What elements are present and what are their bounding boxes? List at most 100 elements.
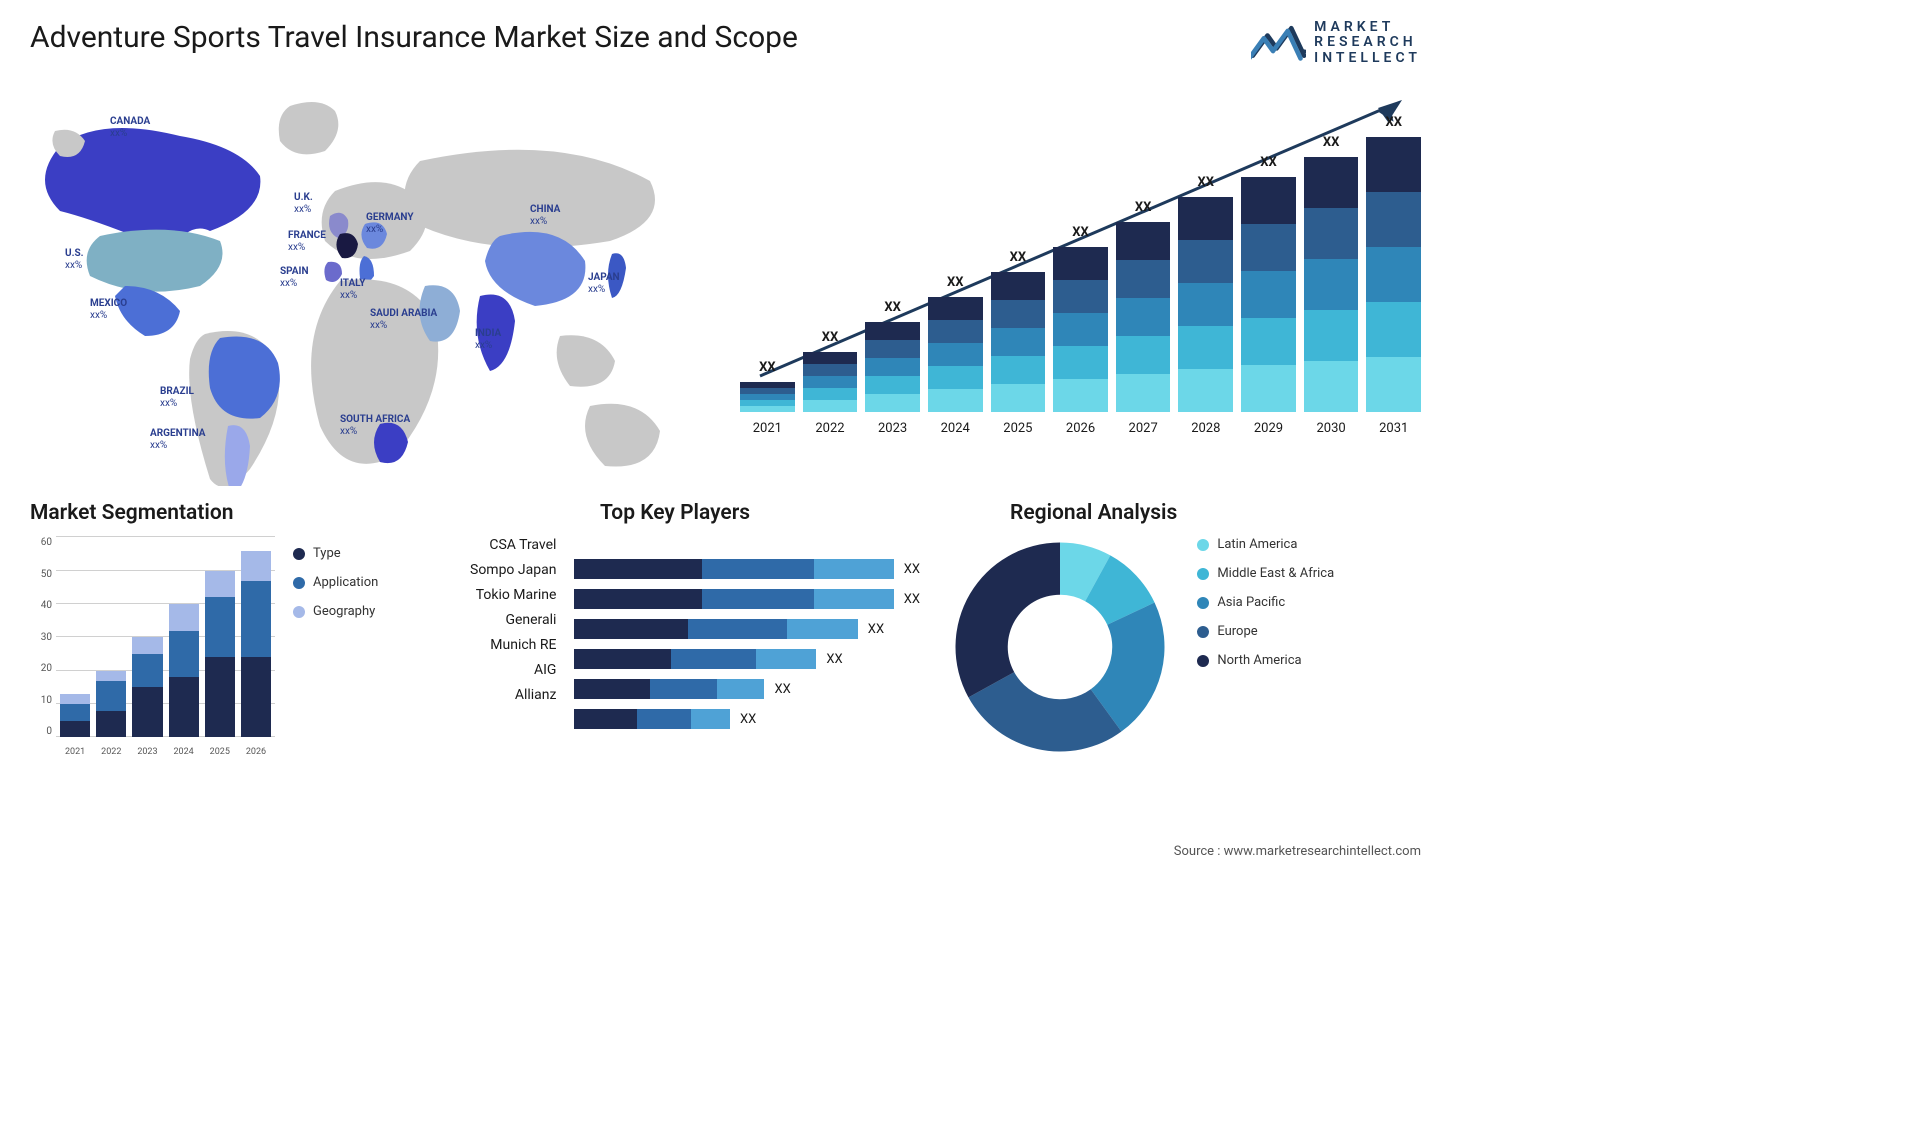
logo-mark-icon xyxy=(1251,21,1306,65)
logo-line: MARKET xyxy=(1314,20,1421,35)
map-label: GERMANYxx% xyxy=(366,212,414,236)
forecast-bar-label: XX xyxy=(1053,225,1108,240)
map-label: INDIAxx% xyxy=(475,328,501,352)
forecast-bar: XX xyxy=(1178,197,1233,412)
segmentation-bar xyxy=(60,694,90,737)
forecast-bar-label: XX xyxy=(1178,175,1233,190)
bottom-row: Market Segmentation 6050403020100 202120… xyxy=(30,501,1421,761)
forecast-bar: XX xyxy=(1116,222,1171,412)
legend-dot-icon xyxy=(1197,626,1209,638)
legend-label: Geography xyxy=(313,604,375,619)
legend-item: Latin America xyxy=(1197,537,1334,552)
segmentation-chart: 6050403020100 202120222023202420252026 xyxy=(30,537,275,757)
forecast-bar: XX xyxy=(1053,247,1108,412)
player-bar-value: XX xyxy=(868,622,884,637)
source-attribution: Source : www.marketresearchintellect.com xyxy=(1174,844,1421,859)
legend-label: Type xyxy=(313,546,341,561)
player-bar-row: XX xyxy=(574,559,920,579)
map-label: U.S.xx% xyxy=(65,248,84,272)
forecast-bar-label: XX xyxy=(991,250,1046,265)
logo-line: INTELLECT xyxy=(1314,51,1421,66)
legend-dot-icon xyxy=(293,577,305,589)
brand-logo: MARKET RESEARCH INTELLECT xyxy=(1251,20,1421,66)
player-name: Sompo Japan xyxy=(470,562,556,578)
map-label: SAUDI ARABIAxx% xyxy=(370,308,437,332)
logo-line: RESEARCH xyxy=(1314,35,1421,50)
forecast-bar: XX xyxy=(1366,137,1421,412)
legend-dot-icon xyxy=(1197,539,1209,551)
segmentation-year-label: 2026 xyxy=(241,747,271,757)
map-label: U.K.xx% xyxy=(294,192,313,216)
forecast-bar-label: XX xyxy=(1366,115,1421,130)
segmentation-bar xyxy=(241,551,271,738)
map-label: CHINAxx% xyxy=(530,204,560,228)
player-bar-row: XX xyxy=(574,679,920,699)
player-bar-row: XX xyxy=(574,709,920,729)
legend-item: North America xyxy=(1197,653,1334,668)
map-label: ARGENTINAxx% xyxy=(150,428,205,452)
player-bar-value: XX xyxy=(740,712,756,727)
forecast-bar: XX xyxy=(803,352,858,412)
map-label: BRAZILxx% xyxy=(160,386,194,410)
regional-legend: Latin AmericaMiddle East & AfricaAsia Pa… xyxy=(1197,537,1334,668)
page-title: Adventure Sports Travel Insurance Market… xyxy=(30,20,798,55)
segmentation-bar xyxy=(96,671,126,738)
forecast-chart-panel: XXXXXXXXXXXXXXXXXXXXXX 20212022202320242… xyxy=(740,86,1421,486)
legend-dot-icon xyxy=(293,548,305,560)
player-bar-value: XX xyxy=(904,592,920,607)
legend-item: Middle East & Africa xyxy=(1197,566,1334,581)
logo-text: MARKET RESEARCH INTELLECT xyxy=(1314,20,1421,66)
map-label: SPAINxx% xyxy=(280,266,309,290)
legend-dot-icon xyxy=(1197,568,1209,580)
legend-label: Middle East & Africa xyxy=(1217,566,1334,581)
forecast-chart: XXXXXXXXXXXXXXXXXXXXXX 20212022202320242… xyxy=(740,96,1421,436)
legend-item: Type xyxy=(293,546,378,561)
segmentation-year-label: 2023 xyxy=(132,747,162,757)
regional-title: Regional Analysis xyxy=(1010,501,1177,525)
player-bar-value: XX xyxy=(826,652,842,667)
donut-slice xyxy=(956,543,1061,698)
map-label: CANADAxx% xyxy=(110,116,150,140)
player-name: AIG xyxy=(534,662,556,678)
forecast-year-label: 2028 xyxy=(1178,421,1233,436)
segmentation-bar xyxy=(205,571,235,738)
key-players-panel: Top Key Players CSA Travel Sompo Japan Tok… xyxy=(470,501,920,761)
forecast-bar: XX xyxy=(865,322,920,412)
player-bar-row: XX xyxy=(574,649,920,669)
top-row: CANADAxx% U.S.xx% MEXICOxx% BRAZILxx% ARGENT… xyxy=(30,86,1421,486)
forecast-bar-label: XX xyxy=(865,300,920,315)
forecast-bar-label: XX xyxy=(740,360,795,375)
forecast-year-label: 2031 xyxy=(1366,421,1421,436)
legend-label: Europe xyxy=(1217,624,1257,639)
legend-dot-icon xyxy=(1197,655,1209,667)
forecast-bar-label: XX xyxy=(1304,135,1359,150)
players-names: CSA TravelSompo JapanTokio MarineGeneral… xyxy=(470,537,556,729)
segmentation-year-label: 2025 xyxy=(205,747,235,757)
player-name: Tokio Marine xyxy=(476,587,557,603)
world-map-panel: CANADAxx% U.S.xx% MEXICOxx% BRAZILxx% ARGENT… xyxy=(30,86,710,486)
forecast-bar: XX xyxy=(1304,157,1359,412)
segmentation-panel: Market Segmentation 6050403020100 202120… xyxy=(30,501,450,761)
header: Adventure Sports Travel Insurance Market… xyxy=(30,20,1421,66)
players-title: Top Key Players xyxy=(600,501,920,525)
forecast-year-label: 2029 xyxy=(1241,421,1296,436)
segmentation-bar xyxy=(132,637,162,737)
player-bar-row: XX xyxy=(574,619,920,639)
forecast-year-label: 2021 xyxy=(740,421,795,436)
regional-panel: Regional Analysis Latin America Middle Ea… xyxy=(940,501,1420,761)
regional-donut-chart xyxy=(950,537,1170,757)
map-label: MEXICOxx% xyxy=(90,298,127,322)
player-name: Munich RE xyxy=(490,637,556,653)
map-label: FRANCExx% xyxy=(288,230,326,254)
segmentation-year-label: 2022 xyxy=(96,747,126,757)
legend-label: Latin America xyxy=(1217,537,1297,552)
forecast-bar-label: XX xyxy=(928,275,983,290)
legend-dot-icon xyxy=(293,606,305,618)
legend-item: Europe xyxy=(1197,624,1334,639)
segmentation-legend: Type Application Geography xyxy=(293,546,378,761)
forecast-year-label: 2026 xyxy=(1053,421,1108,436)
forecast-bar: XX xyxy=(928,297,983,412)
legend-label: Application xyxy=(313,575,378,590)
player-name: CSA Travel xyxy=(489,537,556,553)
forecast-year-label: 2025 xyxy=(991,421,1046,436)
